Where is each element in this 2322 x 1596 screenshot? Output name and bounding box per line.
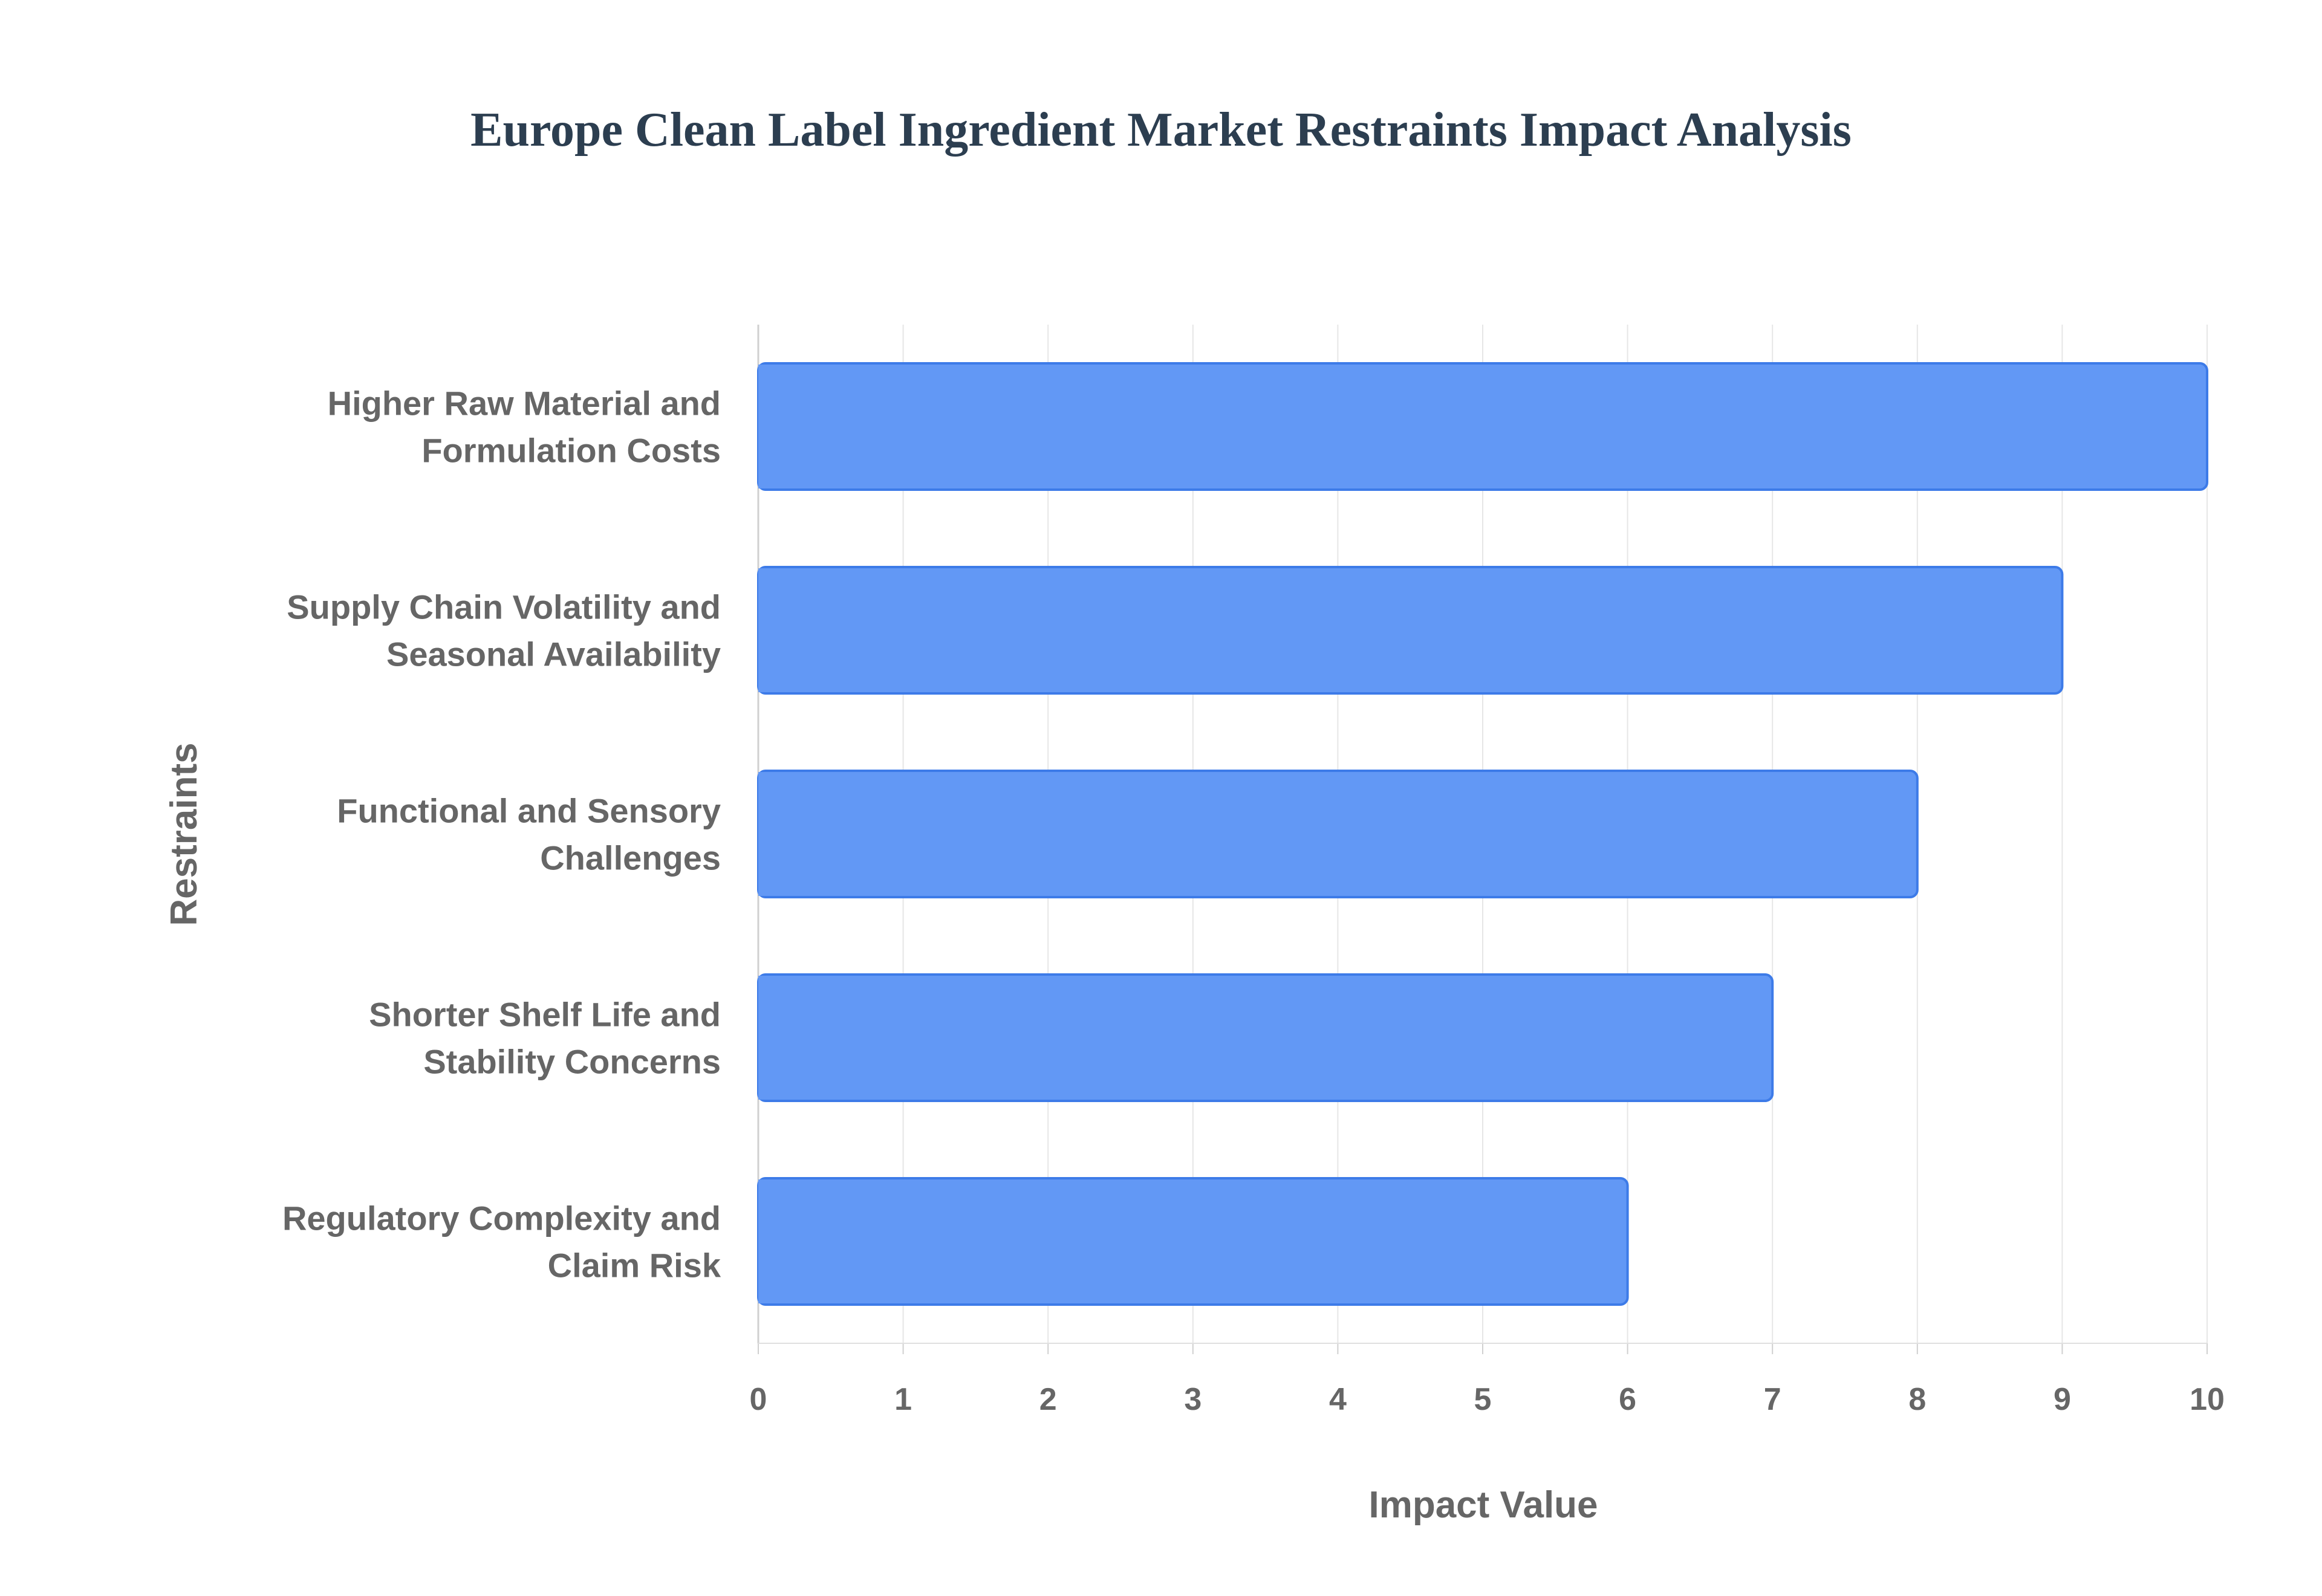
x-tick-label: 3 <box>1184 1382 1202 1417</box>
x-tick-label: 10 <box>2190 1382 2225 1417</box>
x-tick-label: 4 <box>1329 1382 1347 1417</box>
bar-base <box>758 976 768 1100</box>
chart-title: Europe Clean Label Ingredient Market Res… <box>470 103 1852 157</box>
y-tick-label: Higher Raw Material and <box>328 384 721 423</box>
y-tick-label: Functional and Sensory <box>337 792 721 830</box>
bar <box>757 566 2064 695</box>
x-tick-label: 0 <box>750 1382 767 1417</box>
x-tick-label: 9 <box>2054 1382 2071 1417</box>
y-tick-label: Seasonal Availability <box>386 635 721 673</box>
y-tick-label: Claim Risk <box>548 1247 721 1285</box>
bar <box>757 1177 1629 1306</box>
y-tick-label: Regulatory Complexity and <box>282 1199 721 1238</box>
bar-base <box>758 1179 768 1303</box>
x-tick-label: 1 <box>894 1382 912 1417</box>
bar-base <box>758 772 768 896</box>
x-tick-label: 5 <box>1474 1382 1492 1417</box>
x-tick-label: 8 <box>1908 1382 1926 1417</box>
y-tick-label: Supply Chain Volatility and <box>287 588 721 626</box>
x-tick-label: 7 <box>1764 1382 1781 1417</box>
x-tick-label: 2 <box>1039 1382 1057 1417</box>
y-tick-label: Challenges <box>540 839 721 877</box>
bar <box>757 973 1774 1102</box>
bar-base <box>758 568 768 692</box>
x-axis-label: Impact Value <box>1368 1484 1598 1526</box>
y-tick-label: Formulation Costs <box>421 432 721 470</box>
bar <box>757 362 2208 491</box>
bar-base <box>758 365 768 488</box>
y-tick-label: Shorter Shelf Life and <box>369 996 721 1034</box>
y-tick-label: Stability Concerns <box>423 1043 721 1081</box>
bar <box>757 770 1919 898</box>
y-axis-label: Restraints <box>163 742 205 926</box>
x-tick-label: 6 <box>1619 1382 1636 1417</box>
